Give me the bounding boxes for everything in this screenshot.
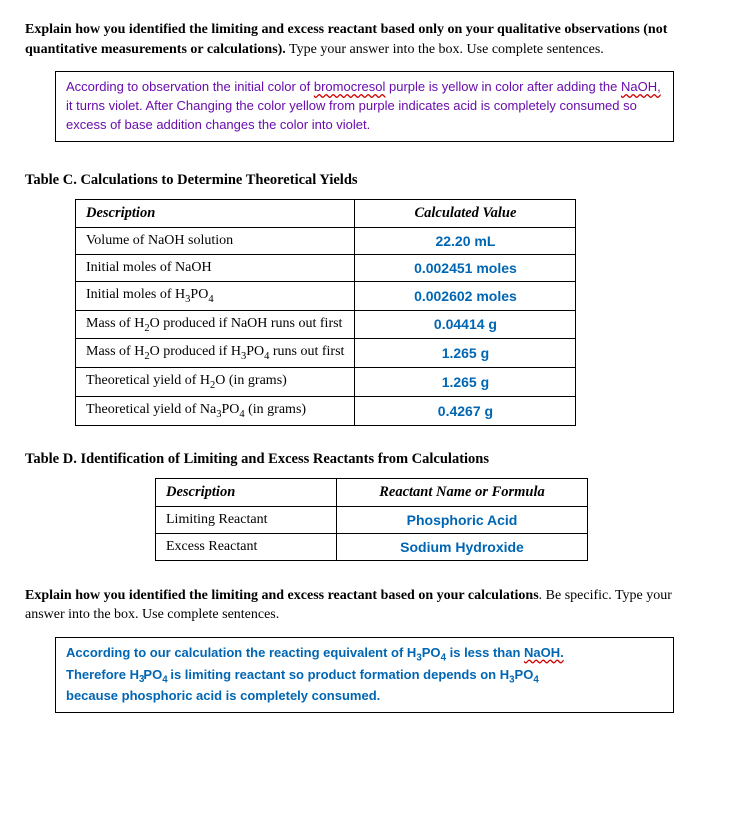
a2-l1a: According to our calculation the reactin… xyxy=(66,645,416,660)
cell-val: Sodium Hydroxide xyxy=(337,533,588,560)
table-row: Initial moles of H3PO4 0.002602 moles xyxy=(76,281,576,310)
cell-desc: Volume of NaOH solution xyxy=(76,227,355,254)
a2-l2a: Therefore H xyxy=(66,667,139,682)
table-d-head-desc: Description xyxy=(156,478,337,506)
question1-prompt: Explain how you identified the limiting … xyxy=(25,20,704,59)
a2-sq: NaOH. xyxy=(524,645,564,660)
table-d-head-val: Reactant Name or Formula xyxy=(337,478,588,506)
table-d-title: Table D. Identification of Limiting and … xyxy=(25,451,704,468)
table-row: Mass of H2O produced if H3PO4 runs out f… xyxy=(76,339,576,368)
cell-desc: Mass of H2O produced if NaOH runs out fi… xyxy=(76,310,355,339)
question2-prompt: Explain how you identified the limiting … xyxy=(25,586,704,625)
q2-bold-text: Explain how you identified the limiting … xyxy=(25,588,539,603)
table-row: Mass of H2O produced if NaOH runs out fi… xyxy=(76,310,576,339)
cell-desc: Limiting Reactant xyxy=(156,506,337,533)
a1-squiggle2: NaOH, xyxy=(621,79,661,94)
table-row: Theoretical yield of Na3PO4 (in grams) 0… xyxy=(76,396,576,425)
answer-box-2[interactable]: According to our calculation the reactin… xyxy=(55,637,674,713)
cell-val: 22.20 mL xyxy=(355,227,576,254)
table-c-title: Table C. Calculations to Determine Theor… xyxy=(25,172,704,189)
table-row: Volume of NaOH solution 22.20 mL xyxy=(76,227,576,254)
cell-val: 0.4267 g xyxy=(355,396,576,425)
answer2-text: According to our calculation the reactin… xyxy=(66,645,564,703)
cell-desc: Initial moles of NaOH xyxy=(76,254,355,281)
a2-l2c: is limiting reactant so product formatio… xyxy=(170,667,509,682)
a2-l1b: PO xyxy=(422,645,441,660)
a2-l1c: is less than xyxy=(446,645,524,660)
table-row: Description Reactant Name or Formula xyxy=(156,478,588,506)
cell-desc: Theoretical yield of Na3PO4 (in grams) xyxy=(76,396,355,425)
table-row: Initial moles of NaOH 0.002451 moles xyxy=(76,254,576,281)
a1-seg1: According to observation the initial col… xyxy=(66,79,314,94)
cell-val: 0.002602 moles xyxy=(355,281,576,310)
table-row: Limiting Reactant Phosphoric Acid xyxy=(156,506,588,533)
a2-l2b: PO xyxy=(143,667,162,682)
cell-val: 0.04414 g xyxy=(355,310,576,339)
table-c-head-desc: Description xyxy=(76,199,355,227)
cell-desc: Initial moles of H3PO4 xyxy=(76,281,355,310)
cell-desc: Theoretical yield of H2O (in grams) xyxy=(76,368,355,397)
cell-val: Phosphoric Acid xyxy=(337,506,588,533)
cell-val: 1.265 g xyxy=(355,368,576,397)
a1-seg3: it turns violet. After Changing the colo… xyxy=(66,98,637,132)
answer-box-1[interactable]: According to observation the initial col… xyxy=(55,71,674,142)
cell-desc: Mass of H2O produced if H3PO4 runs out f… xyxy=(76,339,355,368)
cell-desc: Excess Reactant xyxy=(156,533,337,560)
table-d: Description Reactant Name or Formula Lim… xyxy=(155,478,588,561)
table-c: Description Calculated Value Volume of N… xyxy=(75,199,576,426)
a1-squiggle1: bromocresol xyxy=(314,79,386,94)
q1-plain-text: Type your answer into the box. Use compl… xyxy=(286,42,604,57)
a2-l3: because phosphoric acid is completely co… xyxy=(66,688,380,703)
table-row: Description Calculated Value xyxy=(76,199,576,227)
table-row: Theoretical yield of H2O (in grams) 1.26… xyxy=(76,368,576,397)
cell-val: 0.002451 moles xyxy=(355,254,576,281)
answer1-text: According to observation the initial col… xyxy=(66,79,661,132)
a2-l2d: PO xyxy=(515,667,534,682)
table-c-head-val: Calculated Value xyxy=(355,199,576,227)
a1-seg2: purple is yellow in color after adding t… xyxy=(385,79,621,94)
table-row: Excess Reactant Sodium Hydroxide xyxy=(156,533,588,560)
cell-val: 1.265 g xyxy=(355,339,576,368)
